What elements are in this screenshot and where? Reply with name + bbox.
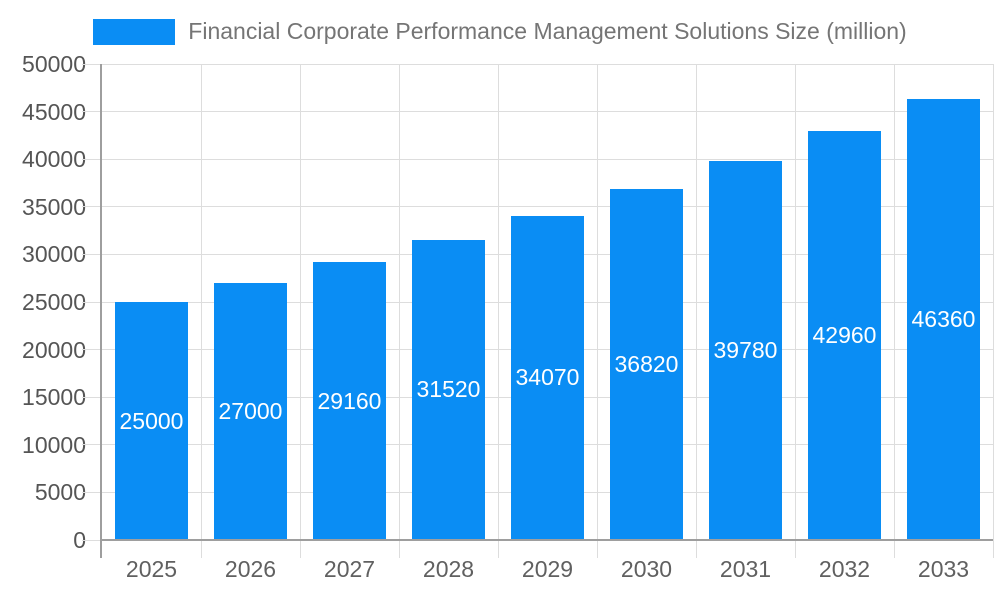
y-tick-0 — [82, 539, 102, 541]
gridline-vertical — [992, 64, 994, 558]
legend-label: Financial Corporate Performance Manageme… — [188, 18, 907, 44]
y-tick-label-35000: 35000 — [22, 193, 86, 220]
bar-2031[interactable]: 39780 — [709, 161, 782, 540]
y-tick-label-15000: 15000 — [22, 384, 86, 411]
bar-value-2031: 39780 — [713, 337, 778, 364]
x-tick-label-2026: 2026 — [224, 556, 277, 582]
gridline-vertical — [497, 64, 499, 558]
x-axis-line — [100, 539, 993, 541]
gridline-vertical — [596, 64, 598, 558]
gridline-vertical — [695, 64, 697, 558]
bar-2033[interactable]: 46360 — [907, 98, 980, 540]
y-tick-label-20000: 20000 — [22, 336, 86, 363]
bar-2025[interactable]: 25000 — [115, 302, 188, 540]
bar-2026[interactable]: 27000 — [214, 282, 287, 540]
gridline-vertical — [398, 64, 400, 558]
bar-value-2029: 34070 — [515, 364, 580, 391]
x-tick-label-2029: 2029 — [521, 556, 574, 582]
bar-2028[interactable]: 31520 — [412, 239, 485, 540]
gridline-horizontal — [82, 63, 993, 65]
legend-swatch — [93, 18, 176, 45]
y-tick-label-40000: 40000 — [22, 146, 86, 173]
x-tick-label-2032: 2032 — [818, 556, 871, 582]
bar-value-2030: 36820 — [614, 351, 679, 378]
bar-value-2027: 29160 — [317, 387, 382, 414]
x-tick-label-2027: 2027 — [323, 556, 376, 582]
x-tick-label-2031: 2031 — [719, 556, 772, 582]
x-tick-label-2025: 2025 — [125, 556, 178, 582]
y-tick-label-45000: 45000 — [22, 98, 86, 125]
gridline-vertical — [794, 64, 796, 558]
x-tick-label-2030: 2030 — [620, 556, 673, 582]
y-tick-label-30000: 30000 — [22, 241, 86, 268]
y-tick-label-50000: 50000 — [22, 51, 86, 77]
bar-value-2032: 42960 — [812, 322, 877, 348]
y-axis-line — [100, 64, 102, 558]
x-tick-label-2028: 2028 — [422, 556, 475, 582]
bar-value-2026: 27000 — [218, 397, 283, 424]
y-tick-label-5000: 5000 — [34, 479, 86, 506]
legend[interactable]: Financial Corporate Performance Manageme… — [0, 18, 1000, 45]
y-tick-label-25000: 25000 — [22, 289, 86, 315]
gridline-vertical — [893, 64, 895, 558]
y-tick-label-0: 0 — [73, 527, 86, 553]
gridline-horizontal — [82, 206, 993, 208]
y-tick-label-10000: 10000 — [22, 431, 86, 458]
gridline-horizontal — [82, 158, 993, 160]
bar-2030[interactable]: 36820 — [610, 189, 683, 540]
plot-area: 25000 27000 29160 31520 34070 36820 39780 42960… — [82, 63, 994, 558]
bar-value-2033: 46360 — [911, 305, 976, 332]
bar-value-2028: 31520 — [416, 376, 481, 403]
gridline-vertical — [200, 64, 202, 558]
bar-value-2025: 25000 — [119, 407, 184, 434]
x-tick-label-2033: 2033 — [917, 556, 970, 582]
bar-2027[interactable]: 29160 — [313, 262, 386, 540]
bar-2029[interactable]: 34070 — [511, 215, 584, 540]
gridline-horizontal — [82, 111, 993, 113]
gridline-vertical — [299, 64, 301, 558]
bar-2032[interactable]: 42960 — [808, 131, 881, 540]
